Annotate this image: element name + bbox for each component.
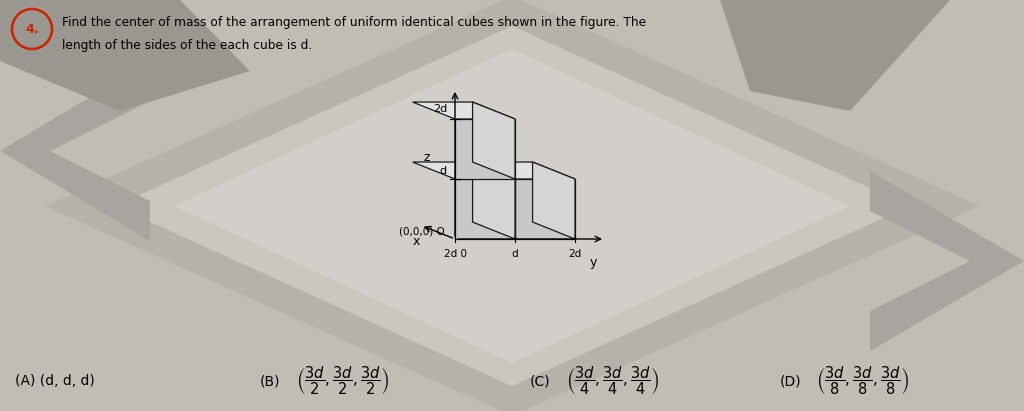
- Polygon shape: [515, 179, 575, 239]
- Polygon shape: [413, 162, 515, 179]
- Polygon shape: [472, 162, 515, 239]
- Polygon shape: [0, 61, 150, 241]
- Polygon shape: [532, 162, 575, 239]
- Text: d: d: [512, 249, 518, 259]
- Text: 4.: 4.: [26, 23, 39, 35]
- Text: z: z: [424, 150, 430, 164]
- Text: (C): (C): [530, 374, 551, 388]
- Text: (D): (D): [780, 374, 802, 388]
- Polygon shape: [455, 179, 515, 239]
- Text: y: y: [590, 256, 597, 269]
- Polygon shape: [45, 0, 980, 411]
- Polygon shape: [413, 102, 515, 119]
- Text: $\!\left(\dfrac{3d}{8},\dfrac{3d}{8},\dfrac{3d}{8}\right)$: $\!\left(\dfrac{3d}{8},\dfrac{3d}{8},\df…: [818, 365, 909, 397]
- Text: Find the center of mass of the arrangement of uniform identical cubes shown in t: Find the center of mass of the arrangeme…: [62, 16, 646, 29]
- Polygon shape: [455, 119, 515, 179]
- Text: 2d 0: 2d 0: [443, 249, 467, 259]
- Text: $\!\left(\dfrac{3d}{2},\dfrac{3d}{2},\dfrac{3d}{2}\right)$: $\!\left(\dfrac{3d}{2},\dfrac{3d}{2},\df…: [298, 365, 389, 397]
- Text: 2d: 2d: [568, 249, 582, 259]
- Polygon shape: [472, 102, 515, 179]
- Text: length of the sides of the each cube is d.: length of the sides of the each cube is …: [62, 39, 312, 52]
- Polygon shape: [115, 26, 910, 386]
- Polygon shape: [472, 162, 575, 179]
- Polygon shape: [720, 0, 950, 111]
- Text: (0,0,0) O: (0,0,0) O: [399, 226, 445, 236]
- Text: $\!\left(\dfrac{3d}{4},\dfrac{3d}{4},\dfrac{3d}{4}\right)$: $\!\left(\dfrac{3d}{4},\dfrac{3d}{4},\df…: [568, 365, 659, 397]
- Polygon shape: [870, 171, 1024, 351]
- Text: d: d: [440, 166, 447, 176]
- Text: (B): (B): [260, 374, 281, 388]
- Text: (A) (d, d, d): (A) (d, d, d): [15, 374, 95, 388]
- Polygon shape: [0, 0, 250, 111]
- Text: x: x: [413, 236, 420, 248]
- Polygon shape: [174, 49, 850, 363]
- Text: 2d: 2d: [433, 104, 447, 114]
